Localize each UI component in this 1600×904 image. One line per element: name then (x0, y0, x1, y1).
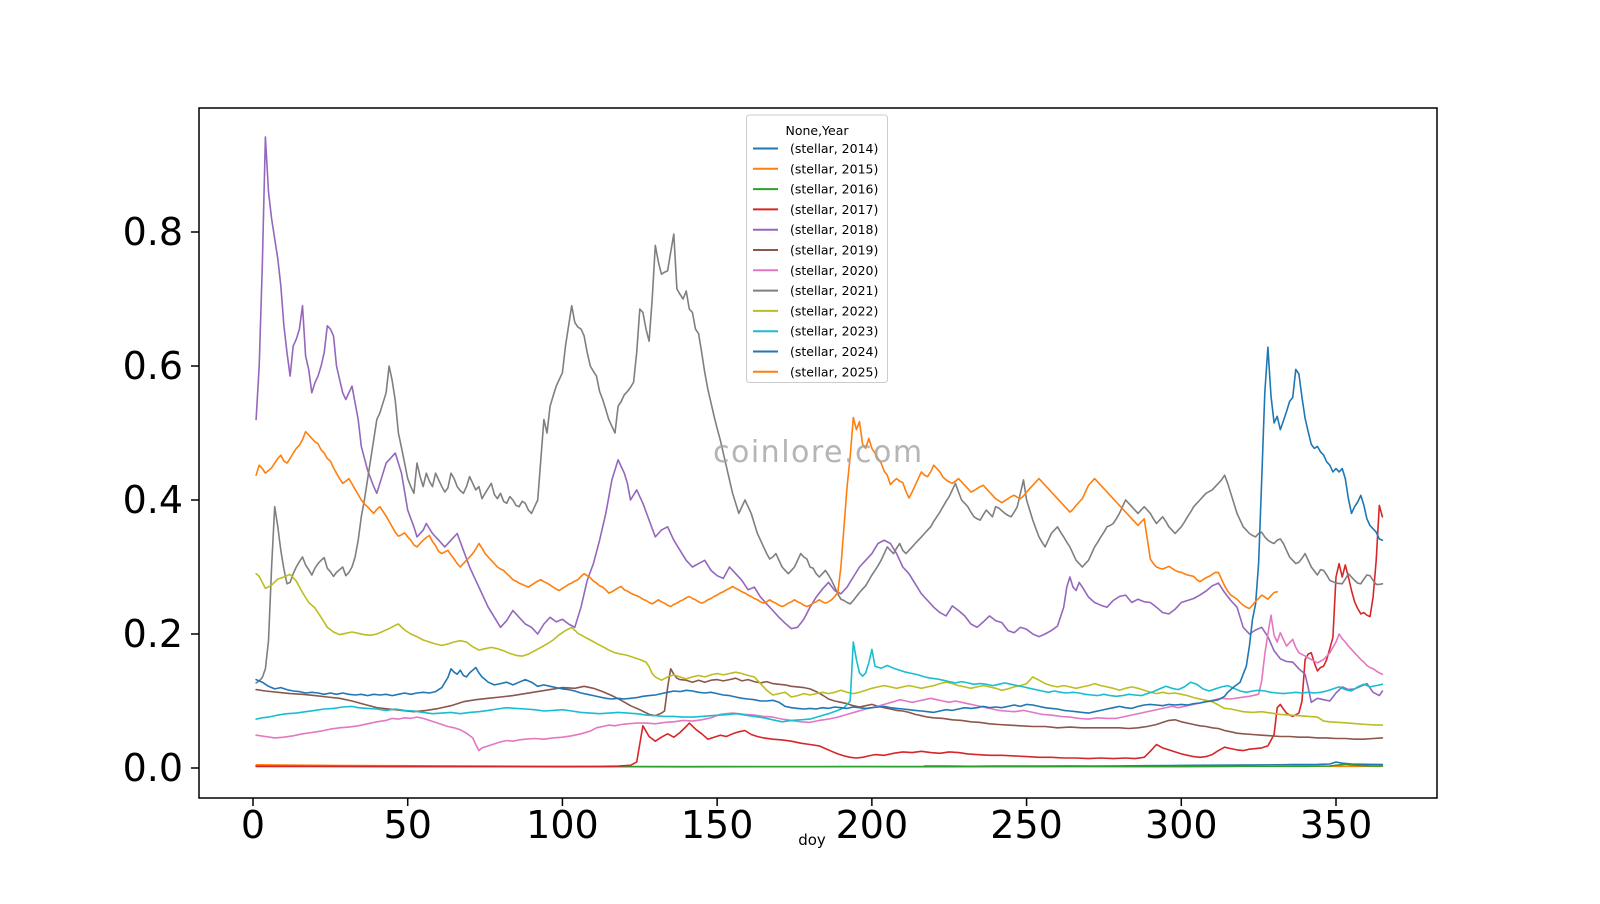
legend-entry-label: (stellar, 2016) (790, 182, 878, 197)
legend-box (746, 114, 888, 383)
legend-entry-label: (stellar, 2019) (790, 243, 878, 258)
series-line-stellar-2023 (255, 641, 1384, 723)
legend-entries: (stellar, 2014) (stellar, 2015) (stellar, … (753, 141, 878, 379)
legend: None,Year (stellar, 2014) (stellar, 2015)… (746, 114, 888, 383)
series-line-stellar-2021 (255, 233, 1384, 684)
legend-entry-stellar-2021: (stellar, 2021) (753, 283, 878, 298)
axes-frame (198, 107, 1438, 799)
series-lines (255, 136, 1384, 768)
legend-entry-stellar-2025: (stellar, 2025) (753, 364, 878, 379)
legend-entry-stellar-2020: (stellar, 2020) (753, 263, 878, 278)
legend-entry-label: (stellar, 2014) (790, 141, 878, 156)
legend-entry-label: (stellar, 2021) (790, 283, 878, 298)
series-line-stellar-2022 (255, 572, 1384, 726)
y-tick-label: 0.2 (123, 612, 183, 656)
y-axis-ticks: 0.0 0.2 0.4 0.6 0.8 (123, 210, 199, 790)
watermark: coinlore.com (713, 435, 924, 470)
y-tick-label: 0.8 (123, 210, 183, 254)
series-line-stellar-2025 (255, 416, 1278, 610)
legend-entry-label: (stellar, 2023) (790, 324, 878, 339)
legend-entry-stellar-2023: (stellar, 2023) (753, 324, 878, 339)
legend-entry-stellar-2022: (stellar, 2022) (753, 303, 878, 318)
x-tick-label: 250 (990, 803, 1063, 847)
legend-entry-label: (stellar, 2015) (790, 161, 878, 176)
x-tick-label: 50 (384, 803, 432, 847)
series-line-stellar-2017 (255, 504, 1384, 768)
x-tick-label: 0 (241, 803, 265, 847)
series-line-stellar-2024 (255, 346, 1384, 714)
legend-entry-stellar-2024: (stellar, 2024) (753, 344, 878, 359)
legend-entry-label: (stellar, 2018) (790, 222, 878, 237)
x-axis-ticks: 0 50 100 150 200 250 300 350 (241, 798, 1372, 847)
legend-entry-label: (stellar, 2017) (790, 202, 878, 217)
y-tick-label: 0.6 (123, 344, 183, 388)
x-tick-label: 350 (1300, 803, 1373, 847)
legend-entry-stellar-2014: (stellar, 2014) (753, 141, 878, 156)
legend-entry-label: (stellar, 2024) (790, 344, 878, 359)
legend-entry-stellar-2019: (stellar, 2019) (753, 243, 878, 258)
legend-entry-stellar-2017: (stellar, 2017) (753, 202, 878, 217)
legend-entry-label: (stellar, 2020) (790, 263, 878, 278)
series-line-stellar-2020 (255, 614, 1384, 752)
legend-entry-label: (stellar, 2022) (790, 303, 878, 318)
x-tick-label: 150 (681, 803, 754, 847)
legend-entry-stellar-2015: (stellar, 2015) (753, 161, 878, 176)
legend-entry-label: (stellar, 2025) (790, 364, 878, 379)
x-tick-label: 200 (836, 803, 909, 847)
x-axis-label: doy (798, 831, 826, 849)
series-line-stellar-2019 (255, 667, 1384, 741)
x-tick-label: 300 (1145, 803, 1218, 847)
series-line-stellar-2018 (255, 136, 1384, 704)
legend-entry-stellar-2018: (stellar, 2018) (753, 222, 878, 237)
legend-entry-stellar-2016: (stellar, 2016) (753, 182, 878, 197)
y-tick-label: 0.4 (123, 478, 183, 522)
y-tick-label: 0.0 (123, 746, 183, 790)
x-tick-label: 100 (526, 803, 599, 847)
legend-title: None,Year (785, 123, 849, 138)
